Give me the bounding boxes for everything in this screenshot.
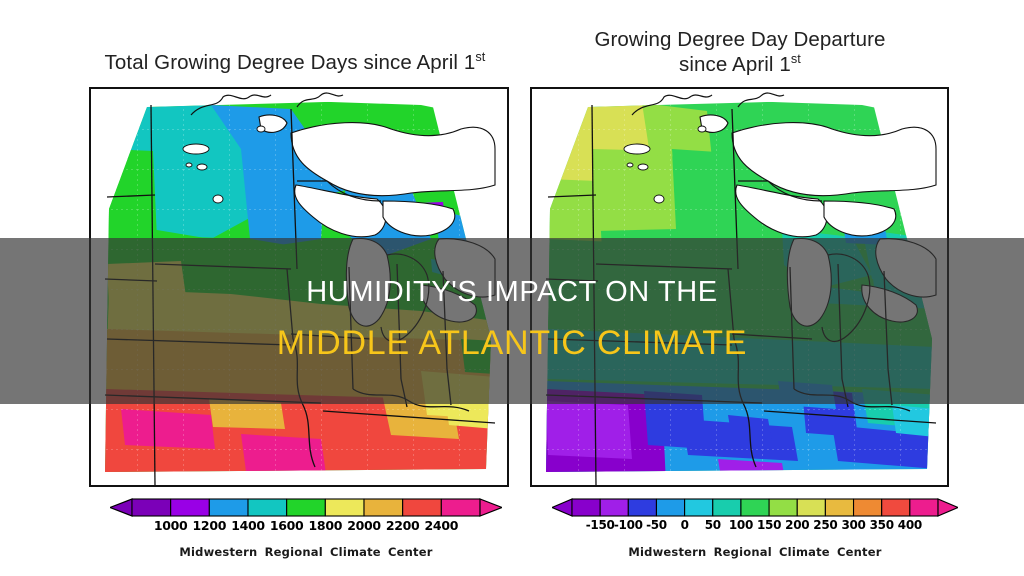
colorbar-tick-label: 200 [785, 518, 810, 532]
panel-title-gdd-departure: Growing Degree Day Departure since April… [530, 28, 950, 76]
colorbar-tick-label: 350 [869, 518, 894, 532]
credit-right: Midwestern Regional Climate Center [628, 545, 882, 559]
colorbar-tick-label: 250 [813, 518, 838, 532]
colorbar-tick-label: -150 [585, 518, 615, 532]
colorbar-left-ticks: 1000 1200 1400 1600 1800 2000 2200 2400 [110, 518, 502, 536]
colorbar-tick-label: 0 [680, 518, 689, 532]
title-overlay-banner: HUMIDITY'S IMPACT ON THE MIDDLE ATLANTIC… [0, 238, 1024, 404]
colorbar-tick-label: -50 [646, 518, 667, 532]
colorbar-tick-label: 1200 [192, 518, 227, 533]
colorbar-total-gdd: 1000 1200 1400 1600 1800 2000 2200 2400 Midwest… [110, 498, 502, 559]
colorbar-gdd-departure: -150 -100 -50 0 50 100 150 200 250 300 350 400 Midw… [552, 498, 958, 559]
colorbar-tick-label: 150 [756, 518, 782, 532]
colorbar-tick-label: 400 [897, 518, 922, 532]
colorbar-tick-label: 1000 [153, 518, 188, 533]
panel-title-gdd-departure-line2: since April 1 [679, 52, 791, 76]
banner-headline-primary: HUMIDITY'S IMPACT ON THE [306, 275, 718, 308]
colorbar-left-svg [110, 498, 502, 517]
panel-title-gdd-departure-suffix: st [790, 50, 801, 66]
colorbar-right-ticks: -150 -100 -50 0 50 100 150 200 250 300 350 400 [552, 518, 958, 536]
panel-title-total-gdd: Total Growing Degree Days since April 1s… [60, 49, 530, 75]
panel-title-gdd-departure-line1: Growing Degree Day Departure [594, 28, 886, 51]
credit-left: Midwestern Regional Climate Center [179, 545, 433, 559]
colorbar-right-svg [552, 498, 958, 517]
colorbar-tick-label: 1600 [269, 518, 304, 533]
colorbar-tick-label: -100 [613, 518, 643, 532]
panel-title-total-gdd-suffix: st [475, 49, 486, 64]
colorbar-tick-label: 2000 [347, 518, 381, 533]
colorbar-tick-label: 2200 [385, 518, 420, 533]
colorbar-tick-label: 50 [704, 518, 721, 532]
colorbar-tick-label: 100 [728, 518, 753, 532]
colorbar-left-bar [110, 498, 502, 517]
colorbar-tick-label: 300 [841, 518, 866, 532]
colorbar-tick-label: 1400 [231, 518, 265, 533]
colorbar-tick-label: 1800 [308, 518, 343, 533]
colorbar-right-bar [552, 498, 958, 517]
panel-title-total-gdd-text: Total Growing Degree Days since April 1 [104, 50, 476, 74]
colorbar-tick-label: 2400 [424, 518, 459, 533]
banner-headline-secondary: MIDDLE ATLANTIC CLIMATE [276, 323, 748, 362]
